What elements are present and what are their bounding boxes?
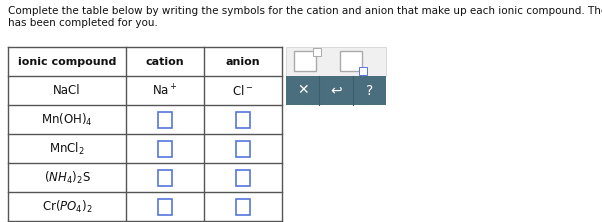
Text: ?: ? bbox=[365, 83, 373, 97]
FancyBboxPatch shape bbox=[294, 52, 316, 71]
Text: has been completed for you.: has been completed for you. bbox=[8, 18, 158, 28]
Text: ↩: ↩ bbox=[330, 83, 342, 97]
FancyBboxPatch shape bbox=[158, 198, 172, 214]
FancyBboxPatch shape bbox=[236, 111, 250, 127]
FancyBboxPatch shape bbox=[236, 141, 250, 157]
Text: ionic compound: ionic compound bbox=[18, 57, 116, 67]
Text: ✕: ✕ bbox=[297, 83, 308, 97]
Text: Cr$(PO_4)_2$: Cr$(PO_4)_2$ bbox=[42, 198, 92, 214]
FancyBboxPatch shape bbox=[236, 198, 250, 214]
Text: $(NH_4)_2$S: $(NH_4)_2$S bbox=[43, 169, 90, 186]
FancyBboxPatch shape bbox=[236, 170, 250, 186]
FancyBboxPatch shape bbox=[158, 111, 172, 127]
FancyBboxPatch shape bbox=[359, 67, 367, 75]
FancyBboxPatch shape bbox=[158, 141, 172, 157]
Text: Na$^+$: Na$^+$ bbox=[152, 83, 178, 98]
FancyBboxPatch shape bbox=[313, 48, 321, 56]
Text: Complete the table below by writing the symbols for the cation and anion that ma: Complete the table below by writing the … bbox=[8, 6, 602, 16]
FancyBboxPatch shape bbox=[158, 170, 172, 186]
FancyBboxPatch shape bbox=[340, 52, 362, 71]
Text: MnCl$_2$: MnCl$_2$ bbox=[49, 141, 85, 157]
Text: NaCl: NaCl bbox=[53, 84, 81, 97]
Text: anion: anion bbox=[226, 57, 260, 67]
Text: Mn(OH)$_4$: Mn(OH)$_4$ bbox=[41, 111, 93, 128]
Text: cation: cation bbox=[146, 57, 184, 67]
Text: Cl$^-$: Cl$^-$ bbox=[232, 83, 253, 97]
FancyBboxPatch shape bbox=[286, 76, 386, 105]
FancyBboxPatch shape bbox=[286, 47, 386, 76]
